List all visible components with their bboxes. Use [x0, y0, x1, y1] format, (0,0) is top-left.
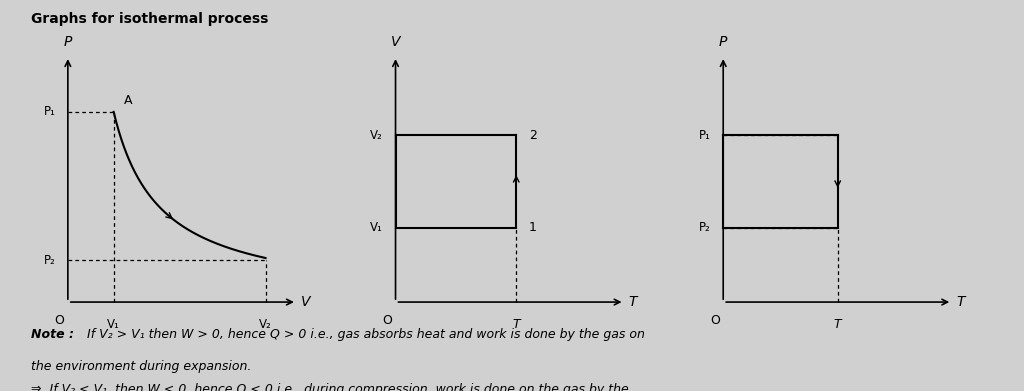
- Text: A: A: [124, 94, 132, 107]
- Text: T: T: [512, 318, 520, 331]
- Text: O: O: [710, 314, 720, 326]
- Text: P₁: P₁: [43, 105, 55, 118]
- Text: V₁: V₁: [108, 318, 120, 331]
- Text: V: V: [391, 35, 400, 49]
- Text: T: T: [834, 318, 842, 331]
- Text: the environment during expansion.: the environment during expansion.: [31, 360, 251, 373]
- Text: T: T: [956, 295, 965, 309]
- Text: Graphs for isothermal process: Graphs for isothermal process: [31, 12, 268, 26]
- Text: Note :: Note :: [31, 328, 74, 341]
- Text: P: P: [719, 35, 727, 49]
- Text: P: P: [63, 35, 72, 49]
- Text: O: O: [54, 314, 65, 326]
- Text: V₂: V₂: [259, 318, 272, 331]
- Text: P₂: P₂: [699, 221, 711, 234]
- Text: O: O: [382, 314, 392, 326]
- Text: ⇒  If V₂ < V₁, then W < 0, hence Q < 0 i.e., during compression, work is done on: ⇒ If V₂ < V₁, then W < 0, hence Q < 0 i.…: [31, 383, 629, 391]
- Text: P₂: P₂: [44, 254, 55, 267]
- Text: V₂: V₂: [371, 129, 383, 142]
- Text: P₁: P₁: [698, 129, 711, 142]
- Text: 1: 1: [528, 221, 537, 234]
- Text: V: V: [301, 295, 310, 309]
- Text: V₁: V₁: [370, 221, 383, 234]
- Text: If V₂ > V₁ then W > 0, hence Q > 0 i.e., gas absorbs heat and work is done by th: If V₂ > V₁ then W > 0, hence Q > 0 i.e.,…: [87, 328, 645, 341]
- Text: 2: 2: [528, 129, 537, 142]
- Text: T: T: [629, 295, 637, 309]
